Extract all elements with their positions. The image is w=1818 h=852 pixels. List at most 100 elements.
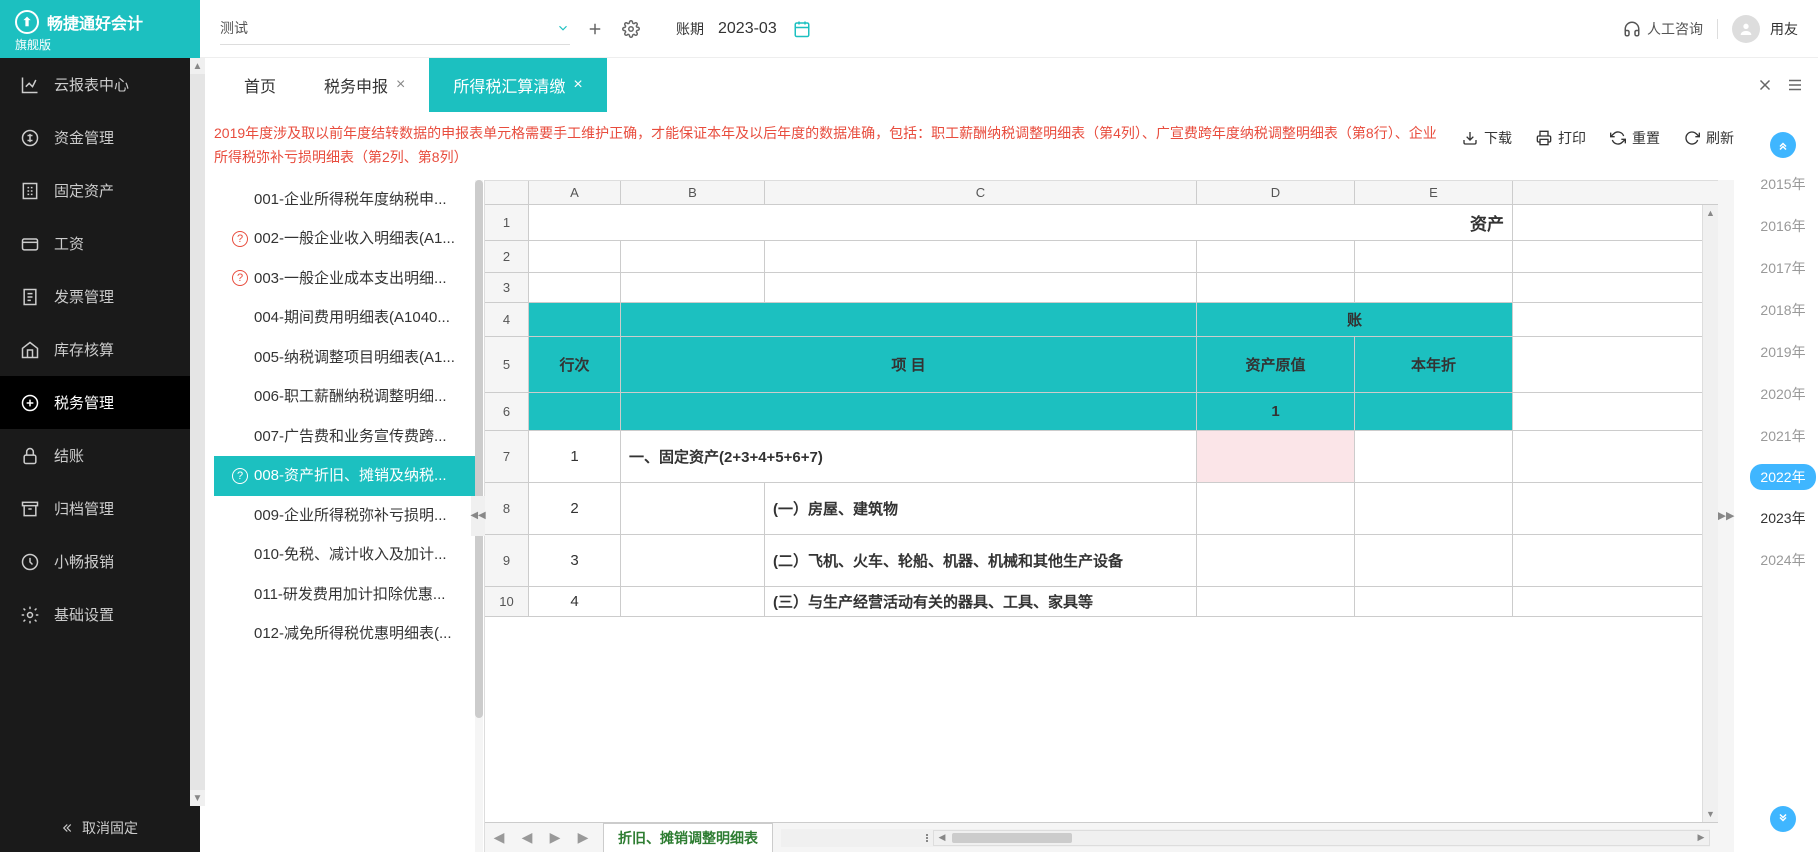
question-icon: ?	[232, 270, 248, 286]
sidebar-item-0[interactable]: 云报表中心	[0, 58, 200, 111]
year-2017年[interactable]: 2017年	[1760, 254, 1805, 282]
download-button[interactable]: 下载	[1462, 128, 1512, 148]
col-header-E[interactable]: E	[1355, 181, 1513, 204]
tab-close-icon[interactable]: ×	[573, 76, 582, 94]
sidebar-item-4[interactable]: 发票管理	[0, 270, 200, 323]
refresh-button[interactable]: 刷新	[1684, 128, 1734, 148]
year-2018年[interactable]: 2018年	[1760, 296, 1805, 324]
sheet-nav-first[interactable]: ◀	[485, 824, 513, 852]
form-item-3[interactable]: 004-期间费用明细表(A1040...	[214, 298, 483, 338]
collapse-formlist-button[interactable]: ◀◀	[471, 496, 485, 536]
sheet-row-7: 71一、固定资产(2+3+4+5+6+7)	[485, 431, 1718, 483]
row-header-2[interactable]: 2	[485, 241, 529, 272]
row-header-5[interactable]: 5	[485, 337, 529, 392]
form-item-7[interactable]: ?008-资产折旧、摊销及纳税...	[214, 456, 483, 496]
sidebar-item-3[interactable]: 工资	[0, 217, 200, 270]
tabs-close-all-button[interactable]	[1754, 74, 1776, 96]
user-menu[interactable]: 用友	[1732, 15, 1798, 43]
add-button[interactable]	[584, 18, 606, 40]
row-header-3[interactable]: 3	[485, 273, 529, 302]
settings-button[interactable]	[620, 18, 642, 40]
archive-icon	[20, 499, 40, 519]
refresh-icon	[20, 552, 40, 572]
tab-0[interactable]: 首页	[220, 58, 300, 112]
row-header-4[interactable]: 4	[485, 303, 529, 336]
form-item-0[interactable]: 001-企业所得税年度纳税申...	[214, 180, 483, 220]
year-2022年[interactable]: 2022年	[1750, 464, 1815, 490]
tax-icon	[20, 393, 40, 413]
year-scroll-up[interactable]	[1770, 132, 1796, 158]
unpin-button[interactable]: 取消固定	[0, 804, 200, 852]
form-item-2[interactable]: ?003-一般企业成本支出明细...	[214, 259, 483, 299]
download-icon	[1462, 130, 1478, 146]
reset-icon	[1610, 130, 1626, 146]
unpin-icon	[62, 821, 76, 835]
col-header-A[interactable]: A	[529, 181, 621, 204]
form-item-8[interactable]: 009-企业所得税弥补亏损明...	[214, 496, 483, 536]
sheet-nav-last[interactable]: ▶	[569, 824, 597, 852]
brand-logo-icon: ⬆	[15, 10, 39, 34]
tab-2[interactable]: 所得税汇算清缴×	[429, 58, 606, 112]
row-header-1[interactable]: 1	[485, 205, 529, 240]
year-2019年[interactable]: 2019年	[1760, 338, 1805, 366]
tab-close-icon[interactable]: ×	[396, 76, 405, 94]
sidebar-item-7[interactable]: 结账	[0, 429, 200, 482]
sheet-row-10: 104(三）与生产经营活动有关的器具、工具、家具等	[485, 587, 1718, 617]
sidebar-item-5[interactable]: 库存核算	[0, 323, 200, 376]
brand-name: 畅捷通好会计	[47, 10, 143, 34]
sidebar-item-9[interactable]: 小畅报销	[0, 535, 200, 588]
company-selector[interactable]: 测试	[220, 12, 570, 45]
year-2023年[interactable]: 2023年	[1760, 504, 1805, 532]
row-header-10[interactable]: 10	[485, 587, 529, 616]
sheet-nav-next[interactable]: ▶	[541, 824, 569, 852]
sheet-nav-prev[interactable]: ◀	[513, 824, 541, 852]
chevron-down-icon	[556, 21, 570, 35]
year-2024年[interactable]: 2024年	[1760, 546, 1805, 574]
lock-icon	[20, 446, 40, 466]
form-item-1[interactable]: ?002-一般企业收入明细表(A1...	[214, 219, 483, 259]
sidebar-item-10[interactable]: 基础设置	[0, 588, 200, 641]
year-2015年[interactable]: 2015年	[1760, 170, 1805, 198]
form-item-5[interactable]: 006-职工薪酬纳税调整明细...	[214, 377, 483, 417]
tabs-menu-button[interactable]	[1784, 74, 1806, 96]
sheet-title-cell[interactable]: 资产	[529, 205, 1513, 240]
col-header-C[interactable]: C	[765, 181, 1197, 204]
tab-1[interactable]: 税务申报×	[300, 58, 429, 112]
year-2016年[interactable]: 2016年	[1760, 212, 1805, 240]
print-button[interactable]: 打印	[1536, 128, 1586, 148]
card-icon	[20, 234, 40, 254]
form-item-11[interactable]: 012-减免所得税优惠明细表(...	[214, 614, 483, 654]
period-value: 2023-03	[718, 20, 777, 38]
sidebar-item-1[interactable]: 资金管理	[0, 111, 200, 164]
calendar-button[interactable]	[791, 18, 813, 40]
form-item-10[interactable]: 011-研发费用加计扣除优惠...	[214, 575, 483, 615]
sheet-vscroll[interactable]: ▲ ▼	[1702, 205, 1718, 822]
edition-badge: 旗舰版	[15, 36, 185, 53]
col-header-D[interactable]: D	[1197, 181, 1355, 204]
formlist-scroll-thumb[interactable]	[475, 180, 483, 718]
form-item-4[interactable]: 005-纳税调整项目明细表(A1...	[214, 338, 483, 378]
sheet-tab[interactable]: 折旧、摊销调整明细表	[603, 823, 773, 852]
consult-button[interactable]: 人工咨询	[1623, 19, 1703, 39]
sidebar-item-2[interactable]: 固定资产	[0, 164, 200, 217]
reset-button[interactable]: 重置	[1610, 128, 1660, 148]
form-item-6[interactable]: 007-广告费和业务宣传费跨...	[214, 417, 483, 457]
sidebar-item-6[interactable]: 税务管理	[0, 376, 200, 429]
year-2020年[interactable]: 2020年	[1760, 380, 1805, 408]
col-header-B[interactable]: B	[621, 181, 765, 204]
year-2021年[interactable]: 2021年	[1760, 422, 1805, 450]
brand-header: ⬆ 畅捷通好会计 旗舰版	[0, 0, 200, 58]
sheet-row-6: 61	[485, 393, 1718, 431]
expand-yearrail-button[interactable]: ▶▶	[1718, 180, 1734, 852]
home-icon	[20, 340, 40, 360]
row-header-9[interactable]: 9	[485, 535, 529, 586]
year-scroll-down[interactable]	[1770, 806, 1796, 832]
receipt-icon	[20, 287, 40, 307]
form-item-9[interactable]: 010-免税、减计收入及加计...	[214, 535, 483, 575]
sheet-hscroll[interactable]: ◀ ▶	[933, 830, 1710, 846]
sidebar-item-8[interactable]: 归档管理	[0, 482, 200, 535]
row-header-6[interactable]: 6	[485, 393, 529, 430]
row-header-8[interactable]: 8	[485, 483, 529, 534]
sheet-row-1: 1资产	[485, 205, 1718, 241]
row-header-7[interactable]: 7	[485, 431, 529, 482]
